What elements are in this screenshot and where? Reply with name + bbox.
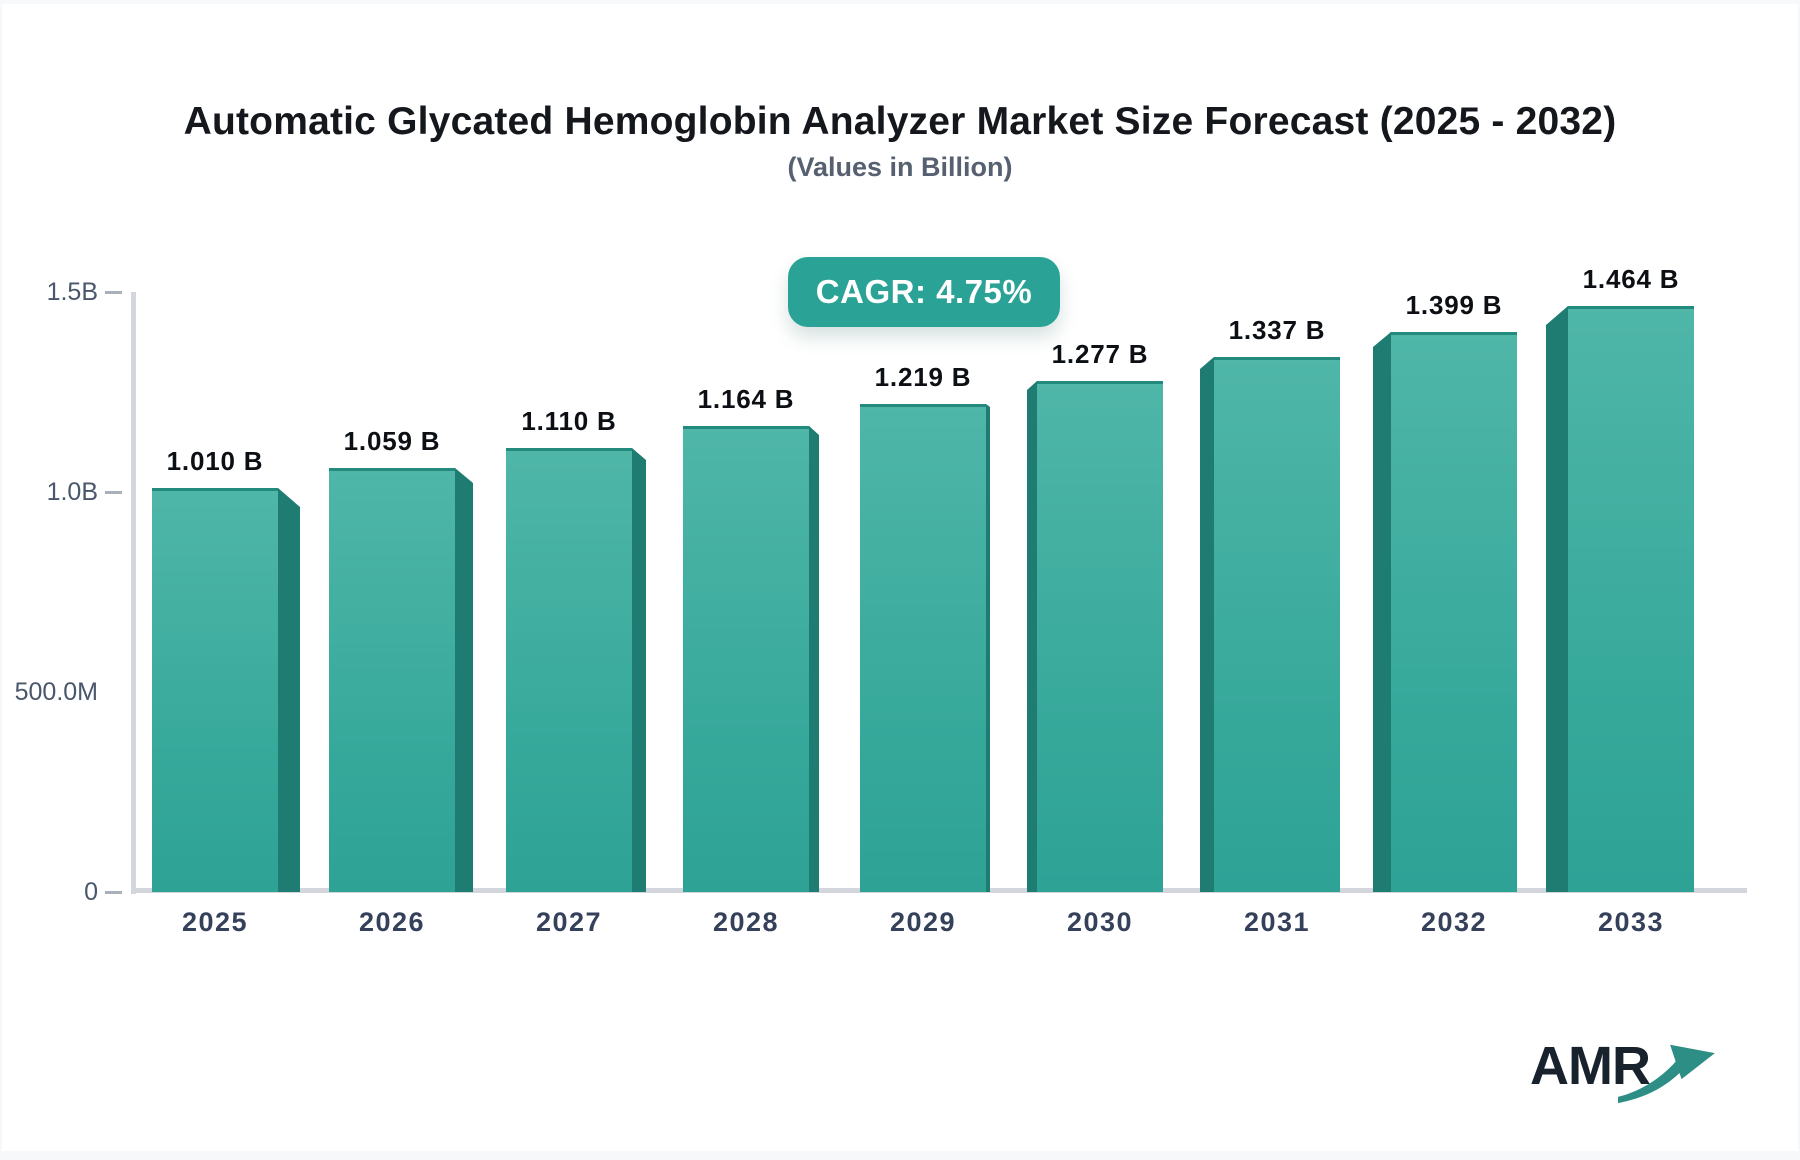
y-axis-tick-1.0B [105,491,122,494]
x-axis-label-2026: 2026 [358,907,426,937]
x-axis-label-2030: 2030 [1066,907,1134,937]
y-axis-tick-0 [105,891,122,894]
x-axis-label-2025: 2025 [181,907,249,937]
bar-side-2033 [1546,306,1568,892]
bar-side-2028 [809,426,819,892]
bar-side-2032 [1373,332,1391,892]
x-axis-label-2033: 2033 [1597,907,1665,937]
bar-2027 [506,448,632,892]
bar-value-label-2030: 1.277 B [1051,339,1149,369]
bar-2030 [1037,381,1163,892]
bar-value-label-2027: 1.110 B [521,406,617,436]
x-axis-label-2031: 2031 [1243,907,1311,937]
bar-2025 [152,488,278,892]
x-axis-label-2027: 2027 [535,907,603,937]
cagr-badge-label: CAGR: 4.75% [815,273,1033,310]
amr-logo: AMR [1530,1036,1730,1116]
bar-value-label-2031: 1.337 B [1228,315,1326,345]
bar-2033 [1568,306,1694,892]
bar-side-2026 [455,468,473,892]
growth-arrow-icon [1618,1044,1715,1104]
x-axis-label-2032: 2032 [1420,907,1488,937]
chart-title: Automatic Glycated Hemoglobin Analyzer M… [183,100,1617,143]
bar-2029 [860,404,986,892]
bar-side-2025 [278,488,300,892]
bar-value-label-2028: 1.164 B [697,384,795,414]
y-axis-label-500.0M: 500.0M [14,678,98,706]
bar-value-label-2029: 1.219 B [874,362,972,392]
bar-value-label-2033: 1.464 B [1582,264,1680,294]
y-axis-label-1.5B: 1.5B [46,278,98,306]
bar-2031 [1214,357,1340,892]
x-axis-label-2028: 2028 [712,907,780,937]
bar-side-2029 [986,404,990,892]
x-axis-label-2029: 2029 [889,907,957,937]
bar-2026 [329,468,455,892]
bar-value-label-2026: 1.059 B [343,426,441,456]
y-axis-label-0: 0 [84,878,98,906]
bar-2032 [1391,332,1517,892]
amr-logo-text: AMR [1530,1036,1651,1096]
bar-value-label-2032: 1.399 B [1405,290,1503,320]
cagr-badge: CAGR: 4.75% [788,257,1060,327]
bar-side-2027 [632,448,646,892]
bar-value-label-2025: 1.010 B [166,446,264,476]
bar-chart-plot: 0 500.0M 1.0B 1.5B 1.010 B 2025 1.059 B 2026 1.1… [2,4,1800,1160]
y-axis-tick-1.5B [105,291,122,294]
chart-subtitle: (Values in Billion) [787,152,1013,182]
bar-side-2030 [1027,381,1037,892]
y-axis-line [131,292,136,894]
y-axis-label-1.0B: 1.0B [46,478,98,506]
chart-card: Automatic Glycated Hemoglobin Analyzer M… [2,4,1798,1151]
bar-2028 [683,426,809,892]
bar-side-2031 [1200,357,1214,892]
